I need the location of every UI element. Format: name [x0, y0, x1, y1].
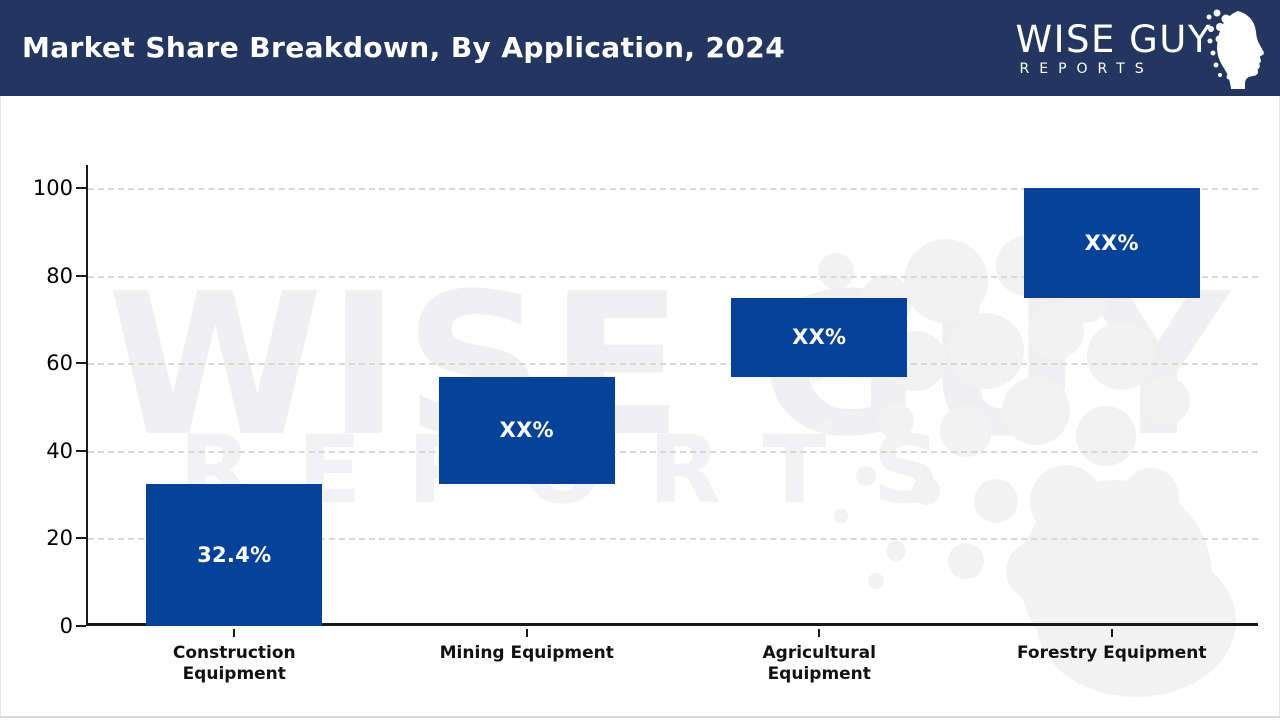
y-tick-60	[76, 362, 86, 365]
category-label: Agricultural Equipment	[762, 643, 876, 685]
x-tick-1	[525, 629, 528, 637]
category-label: Mining Equipment	[439, 643, 614, 663]
x-tick-3	[1110, 629, 1113, 637]
plot-area: 32.4% XX% XX% XX%	[76, 165, 1258, 637]
category-label: Forestry Equipment	[1017, 643, 1207, 663]
y-tick-20	[76, 537, 86, 540]
gridline-40	[88, 450, 1258, 453]
y-tick-label-0: 0	[59, 614, 73, 638]
logo-subtitle: REPORTS	[1019, 60, 1154, 77]
chart-region: WISE GUY REPORTS 32.4%XX%XX%XX% 02040608…	[0, 96, 1280, 716]
y-tick-label-80: 80	[46, 263, 73, 288]
header: Market Share Breakdown, By Application, …	[0, 0, 1280, 96]
x-tick-0	[233, 629, 236, 637]
logo-face-icon	[1206, 9, 1264, 89]
bar-value-label: XX%	[499, 418, 554, 443]
bar-segment: XX%	[731, 297, 908, 377]
y-tick-label-20: 20	[46, 526, 73, 551]
bar-segment: XX%	[1023, 188, 1200, 298]
y-tick-100	[76, 187, 86, 189]
x-tick-2	[818, 629, 821, 637]
y-tick-80	[76, 274, 86, 277]
y-tick-40	[76, 449, 86, 452]
bar-value-label: XX%	[792, 325, 847, 350]
bottom-border	[0, 716, 1280, 718]
bar-segment: XX%	[438, 376, 615, 485]
category-label: Construction Equipment	[172, 643, 296, 685]
y-tick-0	[76, 625, 86, 627]
y-tick-label-100: 100	[32, 176, 73, 200]
page-title: Market Share Breakdown, By Application, …	[22, 30, 786, 64]
gridline-60	[88, 363, 1258, 366]
y-tick-label-40: 40	[46, 438, 73, 463]
bar-segment: 32.4%	[146, 484, 323, 626]
gridline-100	[88, 188, 1258, 190]
bar-value-label: 32.4%	[197, 543, 272, 568]
logo-text: WISE GUY REPORTS	[1016, 21, 1212, 76]
gridline-80	[88, 275, 1258, 278]
logo-wordmark: WISE GUY	[1015, 17, 1212, 61]
gridline-20	[88, 538, 1258, 541]
bar-value-label: XX%	[1084, 230, 1139, 255]
wise-guy-logo: WISE GUY REPORTS	[1016, 7, 1266, 89]
y-tick-label-60: 60	[46, 351, 73, 376]
